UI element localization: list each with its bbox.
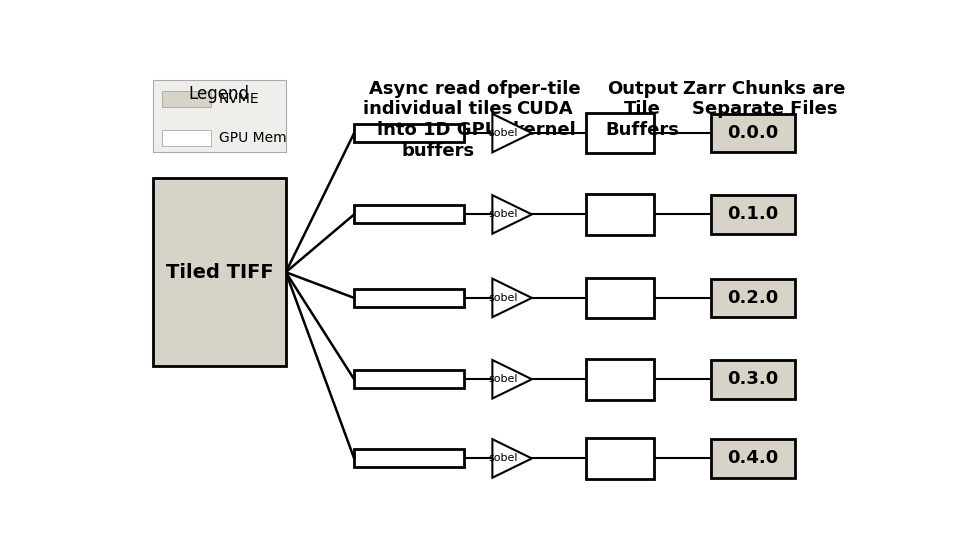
Text: 0.1.0: 0.1.0: [727, 205, 778, 224]
Text: 0.0.0: 0.0.0: [727, 124, 778, 142]
Text: 0.2.0: 0.2.0: [727, 289, 778, 307]
Bar: [711, 195, 795, 234]
Bar: [586, 194, 655, 235]
Bar: [153, 178, 286, 366]
Text: sobel: sobel: [489, 454, 518, 464]
Text: Legend: Legend: [189, 85, 250, 103]
Bar: [354, 205, 465, 224]
Text: 0.3.0: 0.3.0: [727, 370, 778, 388]
Bar: [354, 449, 465, 468]
Text: sobel: sobel: [489, 210, 518, 220]
Bar: [162, 91, 212, 107]
Bar: [711, 279, 795, 317]
Text: sobel: sobel: [489, 128, 518, 138]
Bar: [586, 438, 655, 479]
Text: Zarr Chunks are
Separate Files: Zarr Chunks are Separate Files: [683, 80, 846, 118]
Bar: [586, 113, 655, 153]
Text: Output
Tile
Buffers: Output Tile Buffers: [606, 80, 680, 139]
Polygon shape: [492, 279, 532, 317]
Text: sobel: sobel: [489, 374, 518, 384]
Text: per-tile
CUDA
kernel: per-tile CUDA kernel: [507, 80, 581, 139]
Bar: [162, 130, 212, 146]
Bar: [354, 289, 465, 307]
Text: sobel: sobel: [489, 293, 518, 303]
Text: NVME: NVME: [219, 92, 260, 106]
Text: 0.4.0: 0.4.0: [727, 449, 778, 468]
Text: Async read of
individual tiles
into 1D GPU
buffers: Async read of individual tiles into 1D G…: [363, 80, 513, 160]
Bar: [586, 277, 655, 318]
Bar: [354, 370, 465, 388]
Polygon shape: [492, 114, 532, 152]
Polygon shape: [492, 195, 532, 234]
Bar: [711, 360, 795, 399]
Text: GPU Mem: GPU Mem: [219, 131, 286, 145]
Bar: [711, 439, 795, 478]
Bar: [354, 124, 465, 142]
Bar: [586, 359, 655, 400]
Bar: [153, 80, 286, 152]
Text: Tiled TIFF: Tiled TIFF: [166, 263, 273, 282]
Polygon shape: [492, 360, 532, 399]
Bar: [711, 114, 795, 152]
Polygon shape: [492, 439, 532, 478]
